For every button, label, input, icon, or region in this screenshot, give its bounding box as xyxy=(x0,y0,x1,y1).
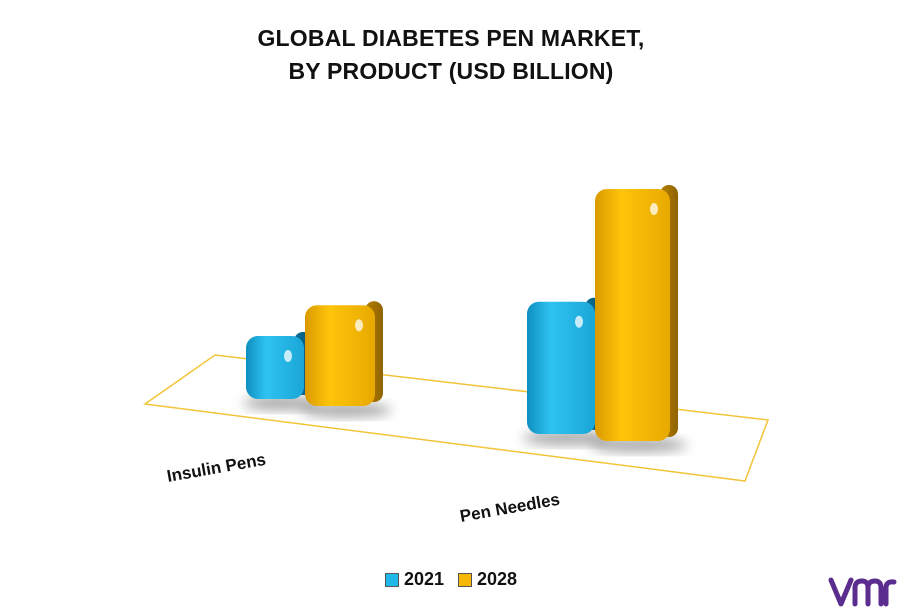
vmr-logo-icon xyxy=(828,577,897,607)
bar-pen-needles-2021 xyxy=(527,301,595,434)
bar-insulin-pens-2021 xyxy=(246,336,304,399)
chart-title-line-2: BY PRODUCT (USD BILLION) xyxy=(288,58,614,84)
legend-swatch-2021 xyxy=(384,572,399,587)
bar-shadow-insulin-pens-2021 xyxy=(243,396,319,410)
legend-item-2028: 2028 xyxy=(458,569,517,590)
bar-shadow-pen-needles-2028 xyxy=(589,438,688,452)
bar-insulin-pens-2028 xyxy=(305,305,375,406)
bar-highlight-insulin-pens-2028 xyxy=(355,319,363,332)
bar-highlight-pen-needles-2028 xyxy=(650,203,658,215)
legend-label-2021: 2021 xyxy=(403,569,444,589)
bar-pen-needles-2028 xyxy=(595,189,670,441)
category-label-insulin-pens: Insulin Pens xyxy=(165,450,267,486)
bar-highlight-pen-needles-2021 xyxy=(575,315,583,328)
floor-plane xyxy=(142,354,770,482)
legend-item-2021: 2021 xyxy=(384,569,444,590)
legend: 2021 2028 xyxy=(0,569,902,590)
bar-highlight-insulin-pens-2021 xyxy=(284,350,292,362)
legend-label-2028: 2028 xyxy=(477,569,518,589)
chart-title: GLOBAL DIABETES PEN MARKET, BY PRODUCT (… xyxy=(0,22,902,88)
legend-swatch-2028 xyxy=(458,572,472,587)
category-label-pen-needles: Pen Needles xyxy=(458,490,561,526)
bars-layer xyxy=(243,185,688,452)
bar-shadow-insulin-pens-2028 xyxy=(300,403,392,417)
bar-shadow-pen-needles-2021 xyxy=(522,431,612,445)
chart-title-line-1: GLOBAL DIABETES PEN MARKET, xyxy=(257,25,645,51)
